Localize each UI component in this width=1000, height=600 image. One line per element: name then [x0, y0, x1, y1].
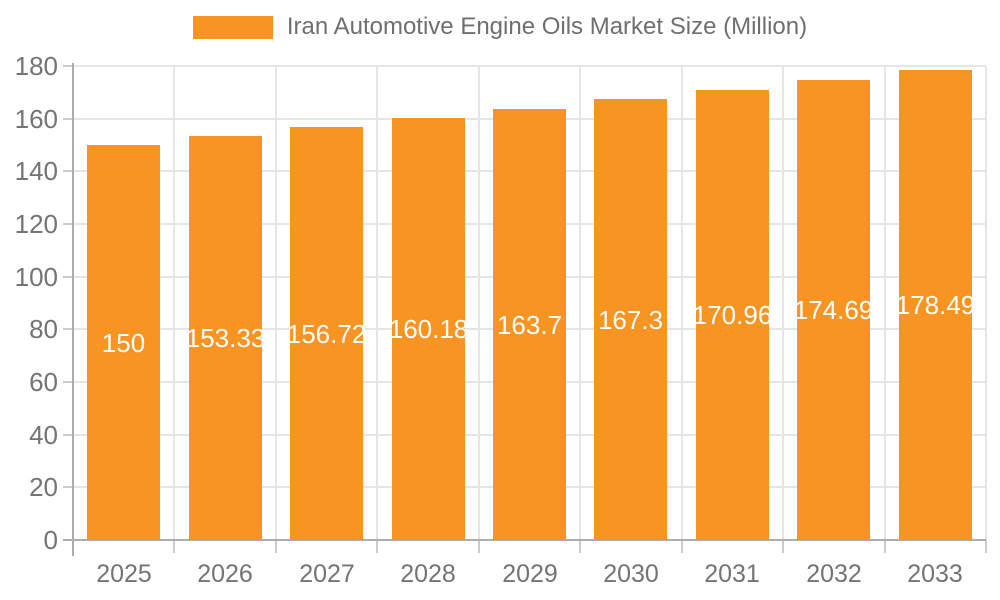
x-axis-tick — [782, 540, 784, 553]
x-axis-line — [63, 539, 986, 541]
x-axis-tick-label: 2028 — [400, 560, 456, 588]
x-axis-tick-label: 2027 — [299, 560, 355, 588]
bar-2031[interactable]: 170.96 — [693, 90, 772, 540]
y-axis-tick-label: 80 — [29, 314, 58, 344]
x-gridline — [681, 66, 683, 540]
y-axis-line — [72, 63, 74, 556]
x-gridline — [579, 66, 581, 540]
y-axis-tick — [63, 381, 73, 383]
bar-value-label: 167.3 — [597, 304, 664, 335]
bar-2028[interactable]: 160.18 — [389, 118, 468, 540]
y-axis-tick — [63, 486, 73, 488]
bar-value-label: 163.7 — [496, 309, 563, 340]
bar-2029[interactable]: 163.7 — [493, 109, 566, 540]
x-axis-tick — [275, 540, 277, 553]
y-axis-tick-label: 60 — [29, 367, 58, 397]
x-axis-tick-label: 2033 — [907, 560, 963, 588]
y-axis-tick — [63, 65, 73, 67]
bar-2033[interactable]: 178.49 — [896, 70, 975, 540]
bar-2027[interactable]: 156.72 — [287, 127, 366, 540]
y-axis-tick — [63, 118, 73, 120]
y-axis-tick-label: 160 — [14, 104, 58, 134]
legend-series-label: Iran Automotive Engine Oils Market Size … — [286, 13, 808, 40]
bar-value-label: 160.18 — [388, 314, 469, 344]
x-axis-tick — [985, 540, 987, 553]
y-axis-tick — [63, 170, 73, 172]
y-axis-tick-label: 120 — [14, 209, 58, 239]
legend-series-swatch-icon — [192, 15, 273, 39]
x-gridline — [376, 66, 378, 540]
x-axis-tick-label: 2032 — [806, 560, 862, 588]
bar-2025[interactable]: 150 — [87, 145, 160, 540]
x-axis-tick — [681, 540, 683, 553]
bar-value-label: 170.96 — [692, 300, 773, 330]
x-axis-tick — [376, 540, 378, 553]
x-axis-tick-label: 2029 — [502, 560, 558, 588]
y-axis-tick — [63, 276, 73, 278]
bar-2026[interactable]: 153.33 — [186, 136, 265, 540]
bar-2032[interactable]: 174.69 — [794, 80, 873, 540]
legend[interactable]: Iran Automotive Engine Oils Market Size … — [0, 13, 1000, 40]
x-gridline — [173, 66, 175, 540]
x-gridline — [782, 66, 784, 540]
x-gridline — [985, 66, 987, 540]
bar-value-label: 153.33 — [185, 323, 266, 353]
y-axis-tick — [63, 328, 73, 330]
y-axis-tick — [63, 434, 73, 436]
x-axis-tick — [478, 540, 480, 553]
x-axis-tick-label: 2031 — [704, 560, 760, 588]
x-gridline — [478, 66, 480, 540]
y-axis-tick-label: 180 — [14, 51, 58, 81]
x-axis-tick — [173, 540, 175, 553]
x-gridline — [884, 66, 886, 540]
y-axis-tick-label: 140 — [14, 156, 58, 186]
y-axis-tick-label: 100 — [14, 262, 58, 292]
y-axis-tick-label: 0 — [43, 525, 58, 555]
y-axis-tick — [63, 223, 73, 225]
x-axis-tick-label: 2025 — [96, 560, 152, 588]
x-axis-tick — [579, 540, 581, 553]
bar-value-label: 156.72 — [286, 318, 367, 349]
bar-value-label: 178.49 — [895, 290, 976, 320]
bar-value-label: 174.69 — [793, 295, 874, 325]
y-axis-tick-label: 20 — [29, 472, 58, 502]
x-axis-tick-label: 2030 — [603, 560, 659, 588]
y-axis-tick-label: 40 — [29, 420, 58, 450]
bar-2030[interactable]: 167.3 — [594, 99, 667, 540]
x-axis-tick — [884, 540, 886, 553]
x-gridline — [275, 66, 277, 540]
bar-value-label: 150 — [101, 327, 146, 358]
x-axis-tick-label: 2026 — [197, 560, 253, 588]
y-gridline — [73, 65, 986, 67]
